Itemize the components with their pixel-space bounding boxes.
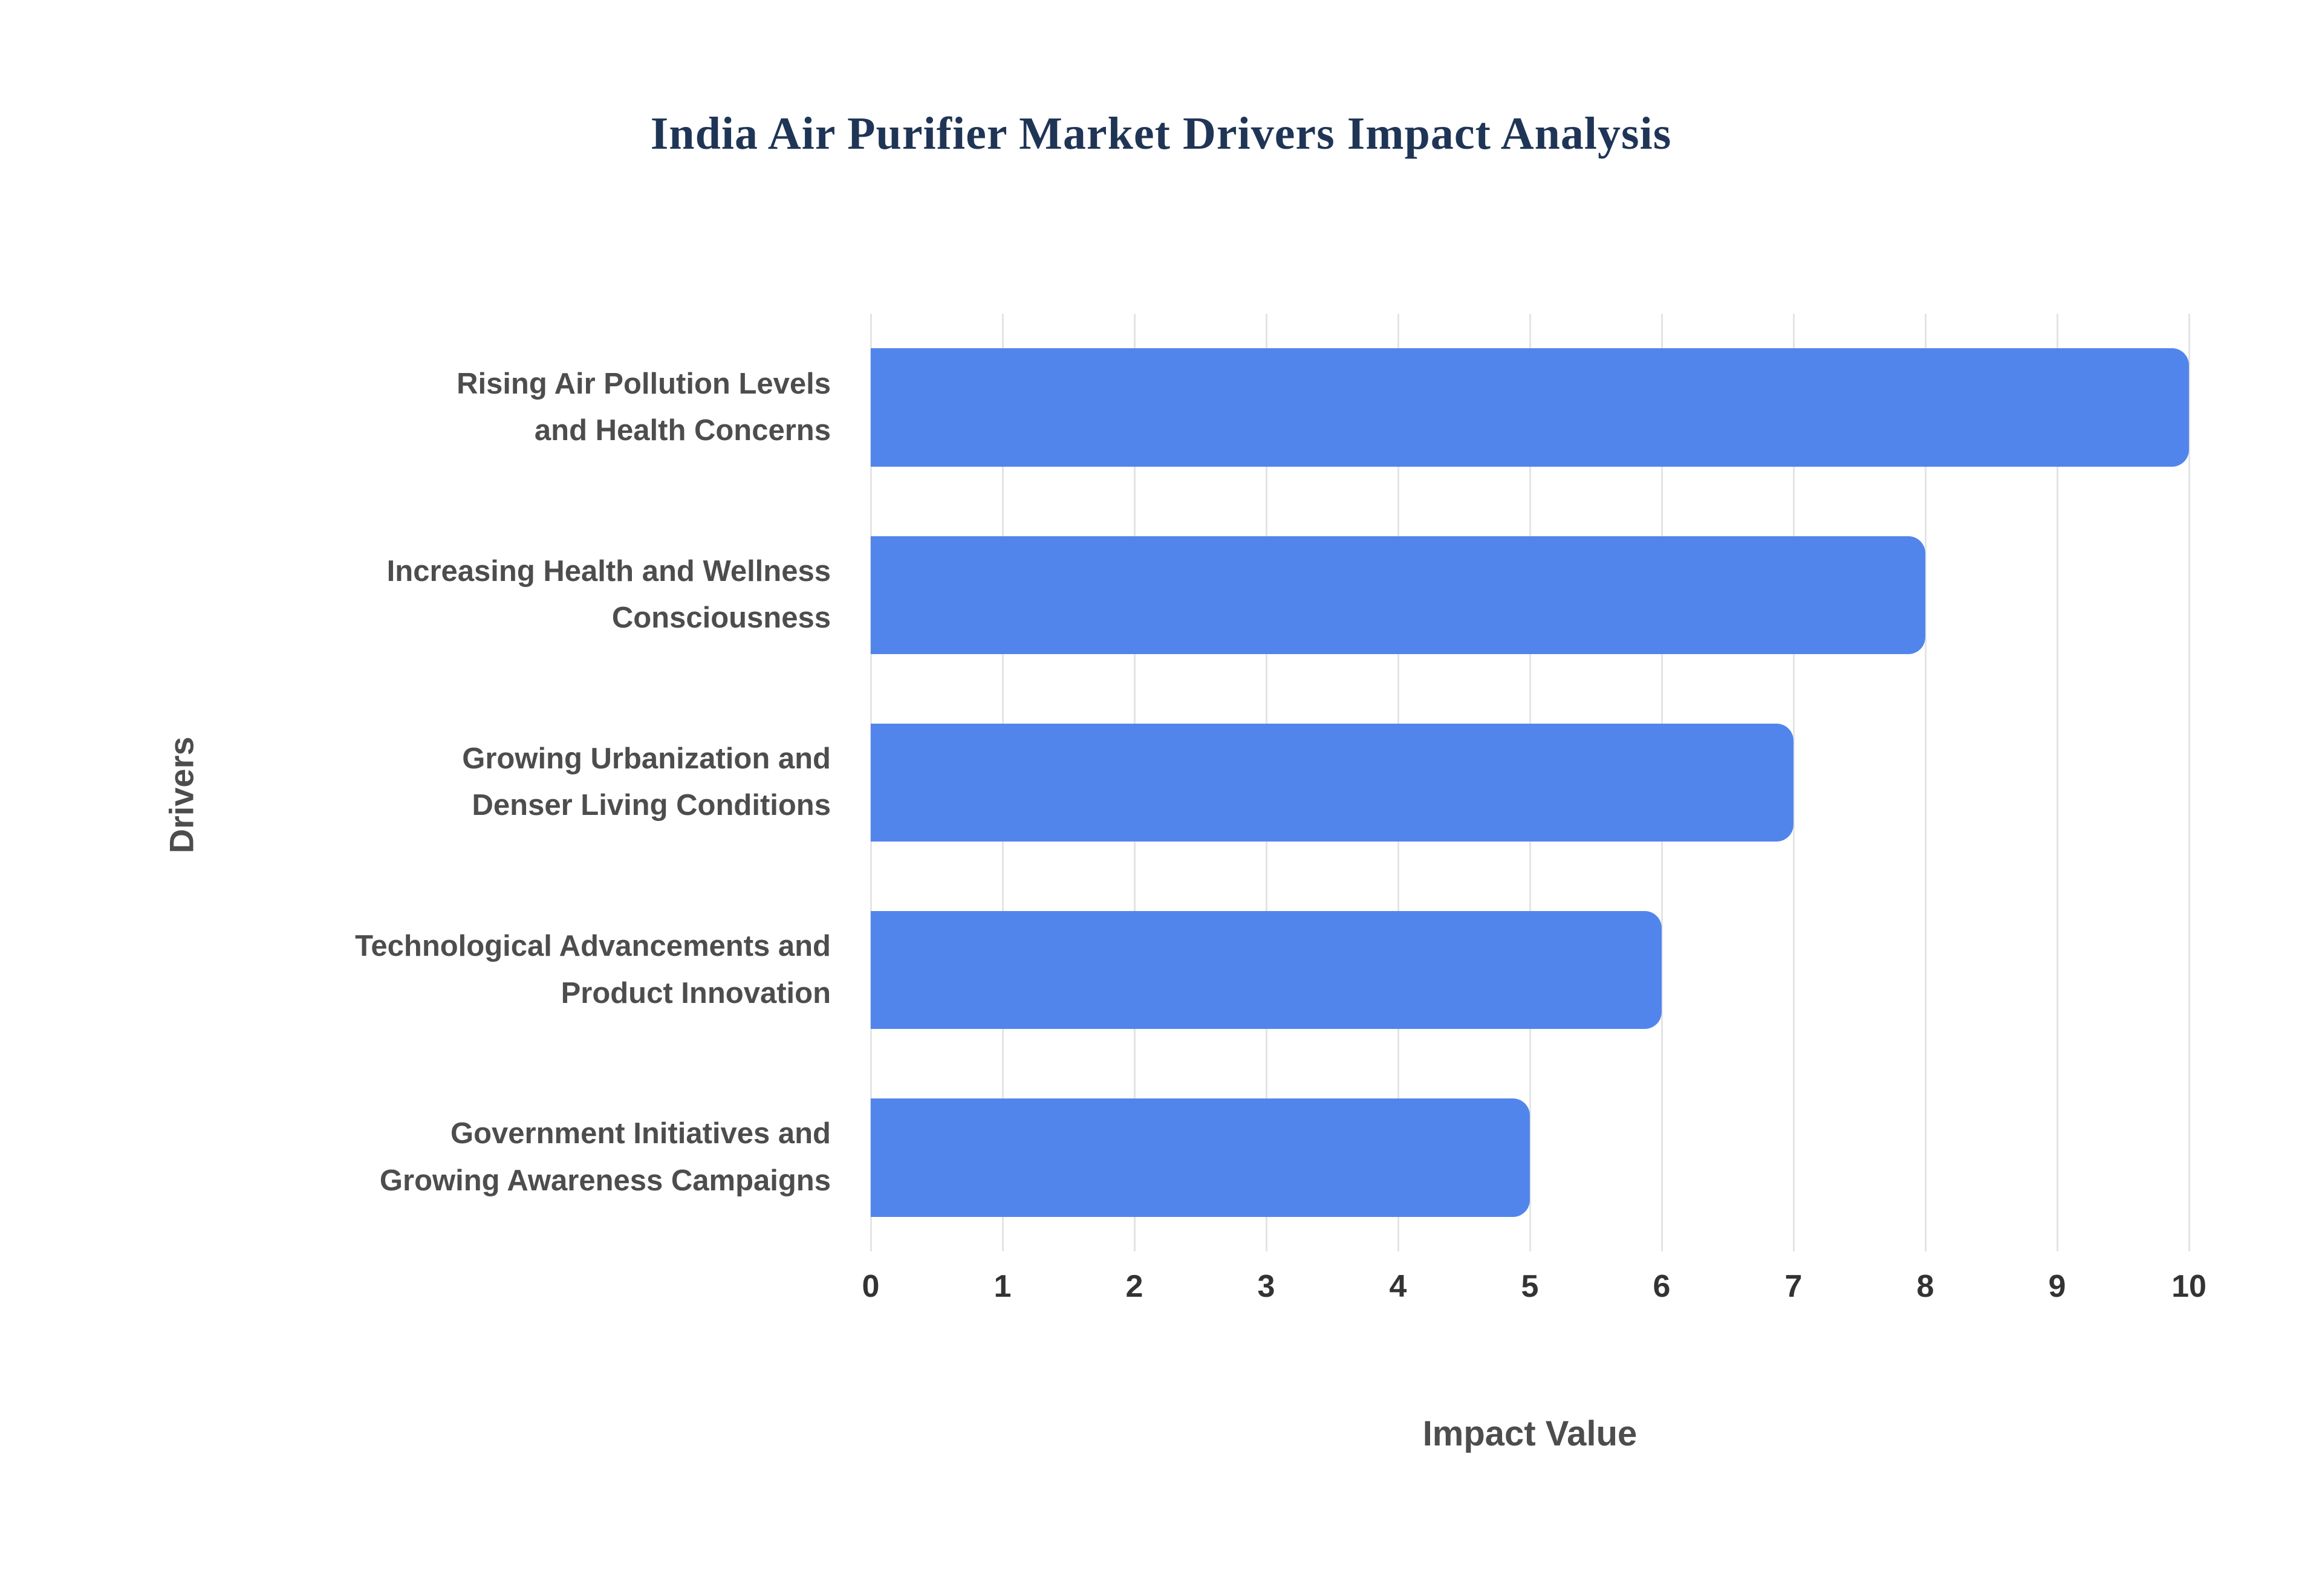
category-label-line: Growing Urbanization and [462,742,831,776]
chart-title: India Air Purifier Market Drivers Impact… [650,108,1672,159]
category-label: Technological Advancements and Product In… [0,877,831,1064]
x-tick-label: 4 [1389,1269,1407,1304]
gridline [1793,314,1795,1251]
x-tick-label: 7 [1784,1269,1803,1304]
x-tick-label: 3 [1257,1269,1275,1304]
x-tick-label: 0 [862,1269,880,1304]
category-label-line: Product Innovation [561,976,831,1010]
x-tick-label: 9 [2048,1269,2066,1304]
category-label-text: Growing Urbanization and Denser Living Co… [462,736,831,829]
category-label-text: Technological Advancements and Product In… [355,923,831,1017]
x-tick-label: 5 [1521,1269,1539,1304]
x-axis-title: Impact Value [1422,1414,1637,1453]
category-labels: Rising Air Pollution Levels and Health Co… [0,314,831,1251]
x-tick-label: 10 [2171,1269,2207,1304]
x-tick-label: 2 [1125,1269,1143,1304]
category-label-text: Rising Air Pollution Levels and Health Co… [457,361,831,455]
bars-layer [871,314,2189,1251]
x-tick-label: 6 [1653,1269,1671,1304]
category-label-line: Consciousness [611,602,831,635]
gridline [1925,314,1927,1251]
category-label: Government Initiatives and Growing Awaren… [0,1064,831,1251]
category-label-line: and Health Concerns [534,414,831,447]
category-label-line: Denser Living Conditions [472,789,831,822]
bar [871,1098,1530,1217]
x-tick-label: 1 [994,1269,1012,1304]
x-tick-label: 8 [1916,1269,1934,1304]
category-label-text: Government Initiatives and Growing Awaren… [380,1111,831,1204]
category-label-line: Increasing Health and Wellness [386,554,831,588]
category-label-line: Technological Advancements and [355,930,831,963]
category-label: Growing Urbanization and Denser Living Co… [0,689,831,876]
bar [871,348,2189,467]
category-label: Rising Air Pollution Levels and Health Co… [0,314,831,501]
category-label-line: Growing Awareness Campaigns [379,1164,831,1197]
bar [871,536,1925,654]
category-label-line: Rising Air Pollution Levels [457,367,831,400]
bar [871,910,1662,1030]
category-label: Increasing Health and Wellness Consciousn… [0,501,831,689]
plot-area [870,314,2190,1251]
bar [871,723,1794,842]
category-label-line: Government Initiatives and [450,1117,831,1150]
gridline [2188,314,2190,1251]
gridline [2057,314,2058,1251]
x-axis-ticks: 0 1 2 3 4 5 6 7 8 9 10 [862,1268,2207,1317]
category-label-text: Increasing Health and Wellness Consciousn… [387,548,831,642]
